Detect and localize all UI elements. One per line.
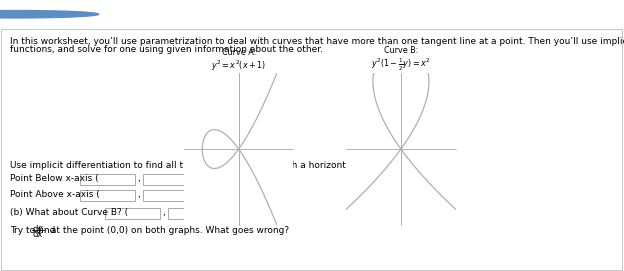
Circle shape [0,11,99,18]
Circle shape [0,9,130,19]
Text: ,: , [137,174,140,183]
Text: dx: dx [33,230,43,239]
FancyBboxPatch shape [143,174,198,185]
FancyBboxPatch shape [105,208,160,219]
Text: -/12 points: -/12 points [30,9,82,19]
Text: ): ) [225,208,228,217]
Text: ,: , [162,208,165,217]
Title: Curve B:
$y^2(1 - \frac{1}{2}y) = x^2$: Curve B: $y^2(1 - \frac{1}{2}y) = x^2$ [371,46,431,73]
Text: Try to find: Try to find [10,226,58,235]
FancyBboxPatch shape [168,208,223,219]
Text: functions, and solve for one using given information about the other.: functions, and solve for one using given… [10,46,323,54]
Text: (b) What about Curve B? (: (b) What about Curve B? ( [10,208,128,217]
Text: dy: dy [33,225,43,234]
FancyBboxPatch shape [143,190,198,201]
Text: at the point (0,0) on both graphs. What goes wrong?: at the point (0,0) on both graphs. What … [48,226,289,235]
Text: Use implicit differentiation to find all the points in Curve A with a horizontal: Use implicit differentiation to find all… [10,161,415,170]
Text: ,: , [137,190,140,199]
Title: Curve A:
$y^2 = x^2(x+1)$: Curve A: $y^2 = x^2(x+1)$ [211,47,266,73]
Text: My Notes: My Notes [577,9,623,19]
FancyBboxPatch shape [80,190,135,201]
Text: Point Above x-axis (: Point Above x-axis ( [10,190,100,199]
Text: ): ) [200,174,203,183]
Text: 1.: 1. [3,9,14,19]
Text: In this worksheet, you’ll use parametrization to deal with curves that have more: In this worksheet, you’ll use parametriz… [10,37,624,46]
Text: ).: ). [200,190,207,199]
Text: Point Below x-axis (: Point Below x-axis ( [10,174,99,183]
FancyBboxPatch shape [80,174,135,185]
